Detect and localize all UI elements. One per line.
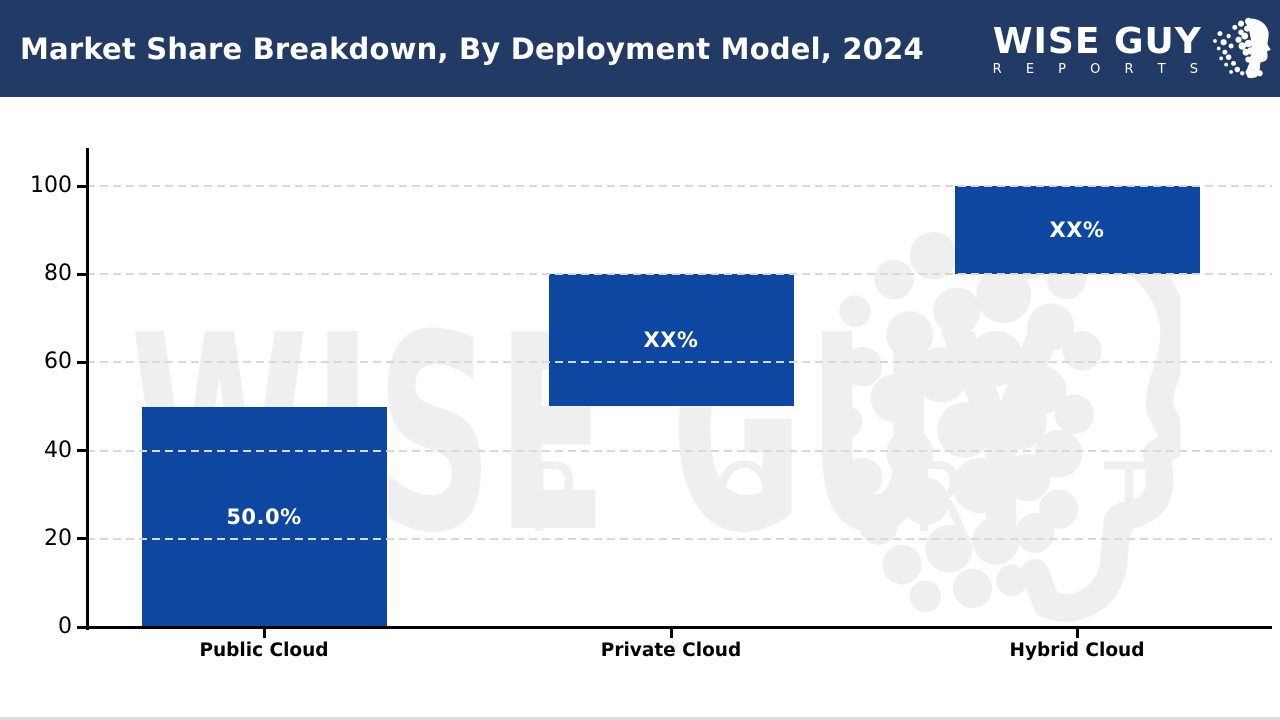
x-tick-label: Private Cloud (600, 640, 742, 661)
bar: XX% (548, 274, 794, 407)
y-tick-mark (77, 625, 86, 629)
y-tick-mark (77, 360, 86, 364)
brand-logo: WISE GUY R E P O R T S (987, 8, 1272, 92)
y-tick-mark (77, 449, 86, 453)
x-tick-mark (262, 629, 266, 638)
bar-value-label: XX% (643, 328, 699, 353)
y-tick-label: 20 (44, 525, 72, 551)
gridline (87, 361, 1272, 364)
brand-wordmark: WISE GUY R E P O R T S (987, 23, 1208, 77)
x-tick-mark (669, 629, 673, 638)
x-axis-spine (85, 626, 1272, 629)
x-tick-label: Hybrid Cloud (1009, 640, 1145, 661)
bar-value-label: XX% (1049, 218, 1105, 243)
gridline (87, 273, 1272, 276)
gridline (87, 537, 1272, 540)
bar-value-label: 50.0% (226, 504, 302, 529)
brand-name-text: WISE GUY (992, 21, 1202, 63)
brand-face-icon (1213, 17, 1271, 79)
y-tick-mark (77, 537, 86, 541)
y-tick-label: 40 (44, 437, 72, 463)
y-tick-label: 60 (44, 349, 72, 375)
brand-reports-text: R E P O R T S (992, 61, 1208, 77)
y-tick-mark (77, 184, 86, 188)
y-axis-spine (86, 148, 89, 630)
y-tick-label: 0 (58, 614, 72, 639)
y-tick-mark (77, 272, 86, 276)
gridline (87, 185, 1272, 187)
bar: XX% (954, 186, 1200, 275)
x-tick-mark (1075, 629, 1079, 638)
gridline (87, 449, 1272, 452)
page-title: Market Share Breakdown, By Deployment Mo… (20, 31, 924, 66)
x-tick-label: Public Cloud (199, 640, 329, 661)
bar: 50.0% (141, 406, 387, 627)
y-tick-label: 80 (44, 261, 72, 287)
y-tick-label: 100 (30, 173, 72, 198)
header-bar: Market Share Breakdown, By Deployment Mo… (0, 0, 1280, 97)
